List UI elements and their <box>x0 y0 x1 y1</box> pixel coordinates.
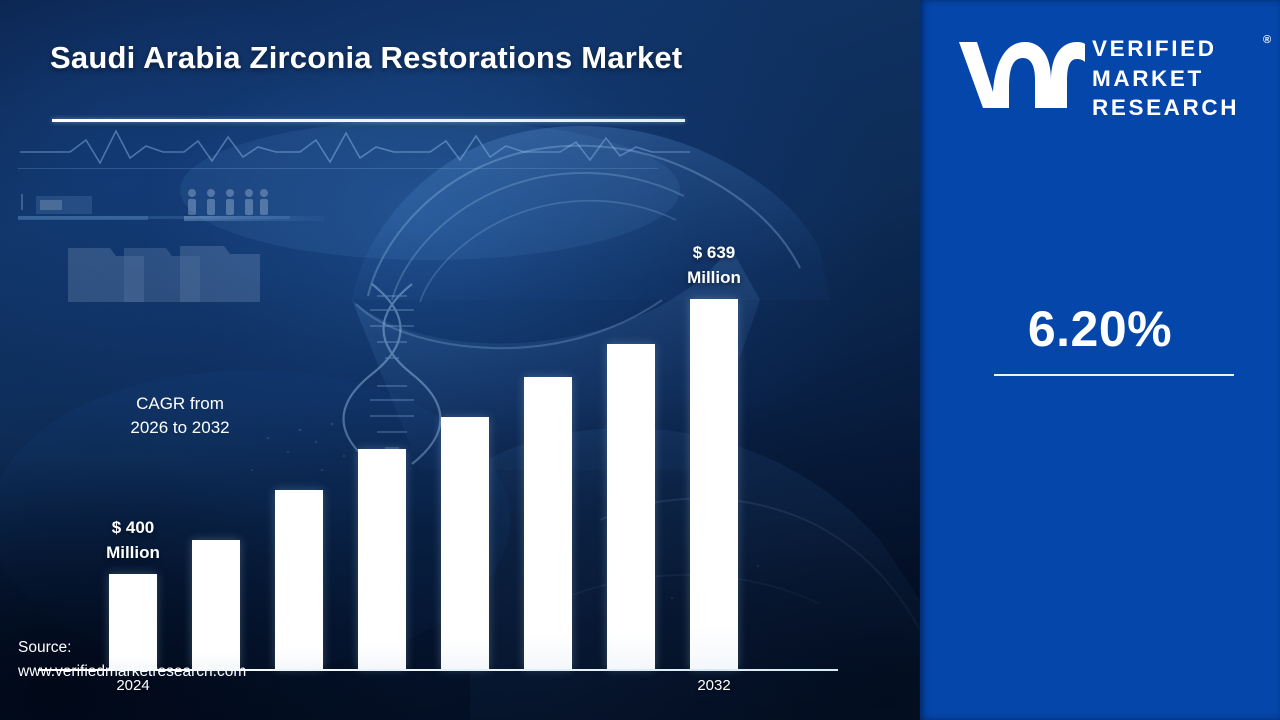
cagr-value: 6.20% <box>1027 301 1173 357</box>
wordmark-line-1: VERIFIED <box>1092 36 1217 61</box>
x-axis-tick-2024: 2024 <box>116 677 150 694</box>
cagr-caption-line-2: 2026 to 2032 <box>130 418 230 438</box>
cagr-caption-line-1: CAGR from <box>136 394 224 413</box>
source-url: www.verifiedmarketresearch.com <box>18 662 247 680</box>
title-underline <box>52 119 685 122</box>
x-axis-tick-2032: 2032 <box>697 677 731 694</box>
cagr-divider <box>994 374 1234 376</box>
cagr-caption: CAGR from 2026 to 2032 <box>0 392 360 440</box>
source-attribution: Source: www.verifiedmarketresearch.com <box>18 636 358 683</box>
page-title: Saudi Arabia Zirconia Restorations Marke… <box>50 40 683 75</box>
bar-2027 <box>358 449 406 669</box>
bar-chart: $ 400 Million $ 639 Million 2024 2032 <box>38 243 838 694</box>
wordmark-line-3: RESEARCH <box>1092 95 1240 121</box>
brand-panel: VERIFIED MARKET RESEARCH ® 6.20% <box>920 0 1280 720</box>
bar-value-label-2024: $ 400 Million <box>106 518 160 562</box>
source-label: Source: <box>18 639 72 656</box>
bar-value-label-2032: $ 639 Million <box>687 243 741 287</box>
vmr-logo-icon <box>959 42 1085 108</box>
chart-panel: Saudi Arabia Zirconia Restorations Marke… <box>0 0 920 720</box>
vmr-logo: VERIFIED MARKET RESEARCH ® <box>940 28 1271 123</box>
registered-trademark-icon: ® <box>1263 34 1272 46</box>
bar-2032 <box>690 299 738 669</box>
bar-2024 <box>109 574 157 669</box>
bar-2029 <box>524 377 572 669</box>
bar-2025 <box>192 540 240 669</box>
wordmark-line-2: MARKET <box>1092 65 1204 91</box>
bar-2028 <box>441 417 489 669</box>
bar-2030 <box>607 344 655 669</box>
vmr-wordmark: VERIFIED MARKET RESEARCH <box>1092 34 1239 123</box>
x-axis-line <box>38 669 838 671</box>
bar-2026 <box>275 490 323 669</box>
